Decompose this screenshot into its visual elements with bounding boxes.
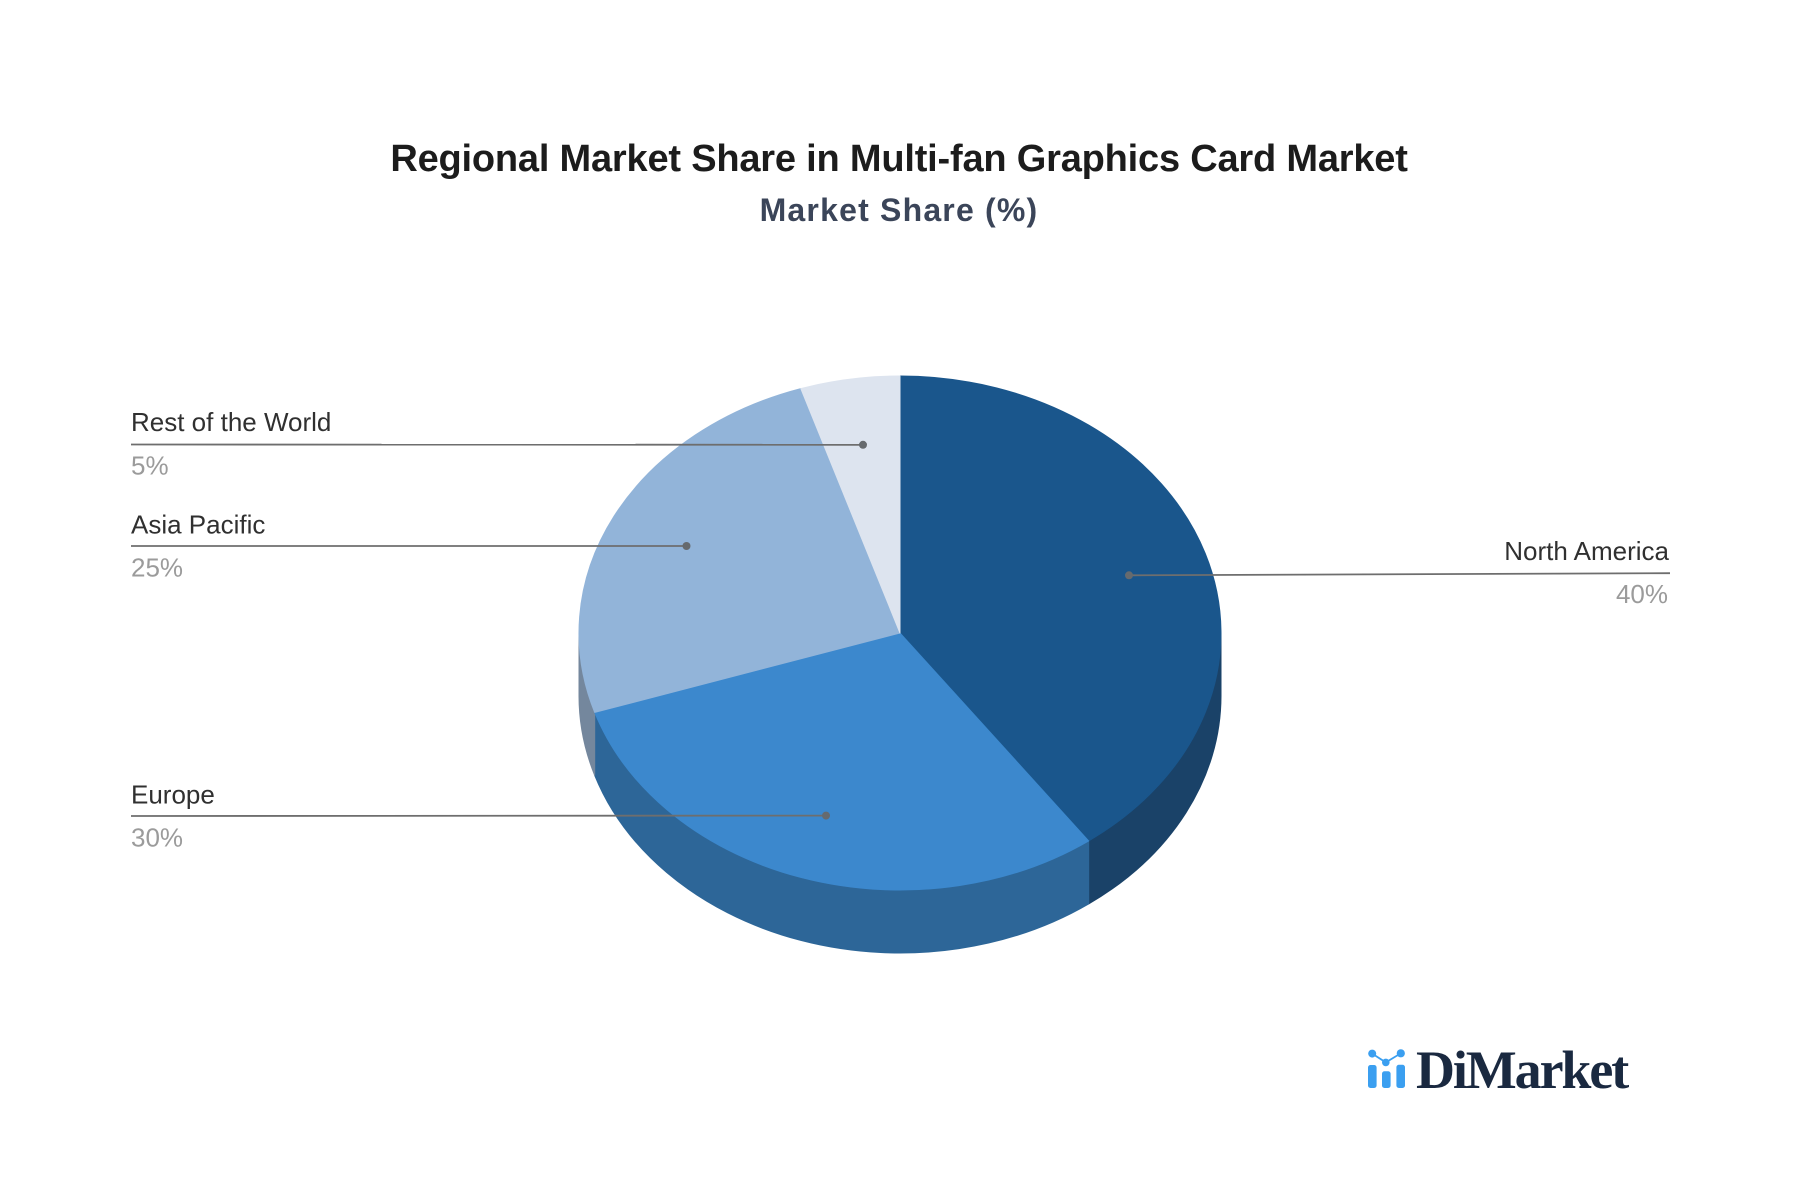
svg-text:5%: 5% — [131, 451, 169, 481]
svg-text:Asia Pacific: Asia Pacific — [131, 509, 265, 539]
svg-text:Rest of the World: Rest of the World — [131, 407, 331, 437]
svg-text:30%: 30% — [131, 822, 183, 852]
svg-text:Market Share (%): Market Share (%) — [760, 192, 1039, 228]
svg-text:North America: North America — [1504, 536, 1669, 566]
svg-text:DiMarket: DiMarket — [1416, 1040, 1629, 1100]
svg-text:Regional Market Share in Multi: Regional Market Share in Multi-fan Graph… — [390, 138, 1408, 180]
svg-text:40%: 40% — [1616, 579, 1668, 609]
svg-text:25%: 25% — [131, 552, 183, 582]
svg-text:Europe: Europe — [131, 780, 215, 810]
